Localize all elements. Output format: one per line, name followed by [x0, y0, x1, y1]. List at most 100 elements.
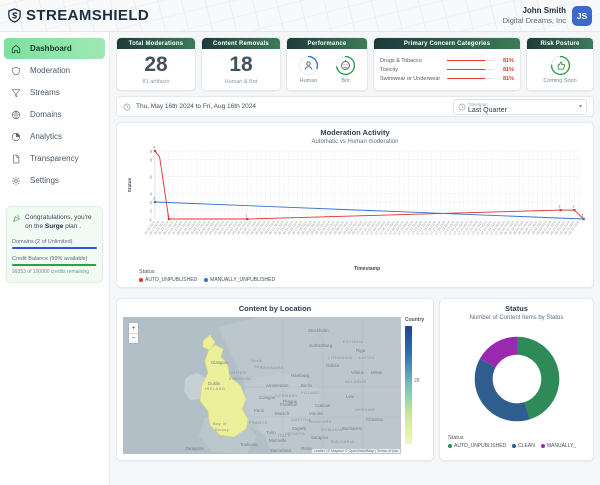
globe-icon	[11, 110, 21, 119]
user-menu[interactable]: John Smith Digital Dreams, Inc JS	[503, 5, 600, 26]
donut-slice[interactable]	[516, 336, 559, 420]
map-label: North	[251, 358, 263, 363]
series-line	[154, 201, 584, 220]
card-title: Content Removals	[202, 38, 280, 49]
legend-item[interactable]: AUTO_UNPUBLISHED	[448, 443, 506, 449]
data-point[interactable]	[559, 208, 562, 212]
data-point-label: 2	[559, 204, 561, 208]
map-label: Odesa	[326, 363, 339, 368]
chevron-down-icon[interactable]: ▾	[578, 104, 582, 110]
donut-container: Status AUTO_UNPUBLISHED CLEAN MANUALLY_	[440, 321, 593, 449]
map-label: Sea	[254, 364, 263, 369]
data-point[interactable]	[153, 200, 157, 204]
legend-item[interactable]: MANUALLY_	[540, 443, 576, 449]
user-name: John Smith	[522, 5, 566, 15]
card-primary-concern-categories[interactable]: Primary Concern Categories Drugs & Tobac…	[373, 37, 521, 91]
sidebar-item-transparency[interactable]: Transparency	[4, 148, 105, 169]
sidebar-item-domains[interactable]: Domains	[4, 104, 105, 125]
activity-chart-subtitle: Automatic vs Human moderation	[311, 139, 399, 145]
map-label: ESTONIA	[343, 339, 363, 344]
status-donut-chart[interactable]	[463, 325, 571, 433]
legend-swatch	[139, 278, 143, 282]
gear-icon	[11, 176, 21, 185]
card-risk-posture[interactable]: Risk Posture Coming Soon	[526, 37, 594, 91]
map-zoom-controls[interactable]: + −	[128, 322, 139, 344]
risk-posture-status: Coming Soon	[543, 78, 577, 84]
sidebar-item-moderation[interactable]: Moderation	[4, 60, 105, 81]
map-label: Lviv	[346, 394, 355, 399]
map-label: AUSTRIA	[291, 417, 311, 422]
map-label: HUNGARY	[309, 419, 332, 424]
map-attribution[interactable]: Leaflet | © Mapbox © OpenStreetMap | Ter…	[311, 449, 400, 453]
pie-chart-icon	[11, 132, 21, 141]
sidebar-item-label: Moderation	[30, 66, 71, 75]
map-label: Stockholm	[308, 328, 329, 333]
concern-row: Swimwear or Underwear 81%	[380, 76, 514, 82]
sidebar-item-dashboard[interactable]: Dashboard	[4, 38, 105, 59]
uk-highlight-region	[199, 344, 249, 438]
card-performance[interactable]: Performance Huma	[286, 37, 368, 91]
content-removals-value: 18	[229, 53, 253, 76]
map-label: Chisinau	[366, 417, 384, 422]
y-axis-tick: 1	[150, 217, 153, 222]
sidebar-item-label: Domains	[30, 110, 62, 119]
data-point[interactable]	[153, 149, 157, 153]
y-axis-tick: 8	[150, 158, 153, 163]
donut-slice[interactable]	[479, 336, 517, 368]
map-zoom-in-button[interactable]: +	[131, 324, 136, 332]
donut-slice[interactable]	[474, 358, 530, 422]
map-label: BELARUS	[345, 379, 366, 384]
sidebar-item-streams[interactable]: Streams	[4, 82, 105, 103]
legend-title: Status	[448, 435, 464, 441]
domains-meter: Domains (2 of Unlimited)	[12, 239, 97, 249]
map-label: Turin	[266, 430, 276, 435]
risk-gauge-ring	[550, 55, 570, 76]
map-label: Bucharest	[342, 426, 363, 431]
gauge-bot: Bot	[335, 55, 356, 84]
map-zoom-out-button[interactable]: −	[129, 333, 138, 343]
map-label: ITALY	[278, 433, 291, 438]
panel-moderation-activity: Moderation Activity Automatic vs Human m…	[116, 122, 594, 288]
data-point-label: 1	[582, 213, 584, 217]
legend-swatch	[448, 444, 452, 448]
legend-label: MANUALLY_UNPUBLISHED	[210, 277, 276, 283]
card-content-removals[interactable]: Content Removals 18 Human & Bot	[201, 37, 281, 91]
document-icon	[13, 154, 20, 163]
panel-status: Status Number of Content Items by Status…	[439, 298, 594, 461]
avatar[interactable]: JS	[572, 5, 592, 26]
concern-row: Toxicity 81%	[380, 67, 514, 73]
data-point[interactable]	[167, 217, 170, 221]
filter-icon	[11, 88, 21, 97]
sidebar-item-label: Analytics	[30, 132, 63, 141]
card-total-moderations[interactable]: Total Moderations 28 81 artifacts	[116, 37, 196, 91]
date-range-text: Thu, May 16th 2024 to Fri, Aug 16th 2024	[136, 103, 256, 110]
y-axis-tick: 6	[150, 175, 153, 180]
data-point-label: 9	[153, 145, 155, 149]
plan-name: Surge	[44, 223, 64, 231]
map-label: UKRAINE	[355, 407, 376, 412]
map-label: Bay of	[213, 421, 227, 426]
legend-item[interactable]: CLEAN	[512, 443, 535, 449]
data-point[interactable]	[582, 217, 585, 221]
location-chart-title: Content by Location	[238, 304, 312, 313]
data-point[interactable]	[573, 208, 576, 212]
timespan-select[interactable]: Timespan Last Quarter ▾	[453, 98, 587, 115]
legend-label: AUTO_UNPUBLISHED	[145, 277, 198, 283]
sidebar-item-analytics[interactable]: Analytics	[4, 126, 105, 147]
activity-chart-title: Moderation Activity	[320, 128, 390, 137]
human-gauge-ring	[298, 55, 319, 76]
map-label: KINGDOM	[229, 376, 251, 381]
sidebar-item-settings[interactable]: Settings	[4, 170, 105, 191]
data-point[interactable]	[246, 217, 249, 221]
map-container: Stockholm Gothenburg Riga Vilnius Minsk …	[123, 317, 427, 454]
map-canvas[interactable]: Stockholm Gothenburg Riga Vilnius Minsk …	[123, 317, 401, 454]
sidebar-item-label: Dashboard	[30, 44, 72, 53]
credit-meter-bar	[12, 263, 97, 266]
brand-logo[interactable]: STREAMSHIELD	[0, 7, 149, 24]
y-axis-tick: 3	[150, 200, 153, 205]
clock-icon	[123, 103, 131, 110]
timespan-value: Last Quarter	[468, 106, 507, 114]
x-axis-label: Timestamp	[354, 266, 380, 272]
gauge-bot-label: Bot	[341, 78, 350, 84]
y-axis-label: Status	[127, 177, 133, 192]
